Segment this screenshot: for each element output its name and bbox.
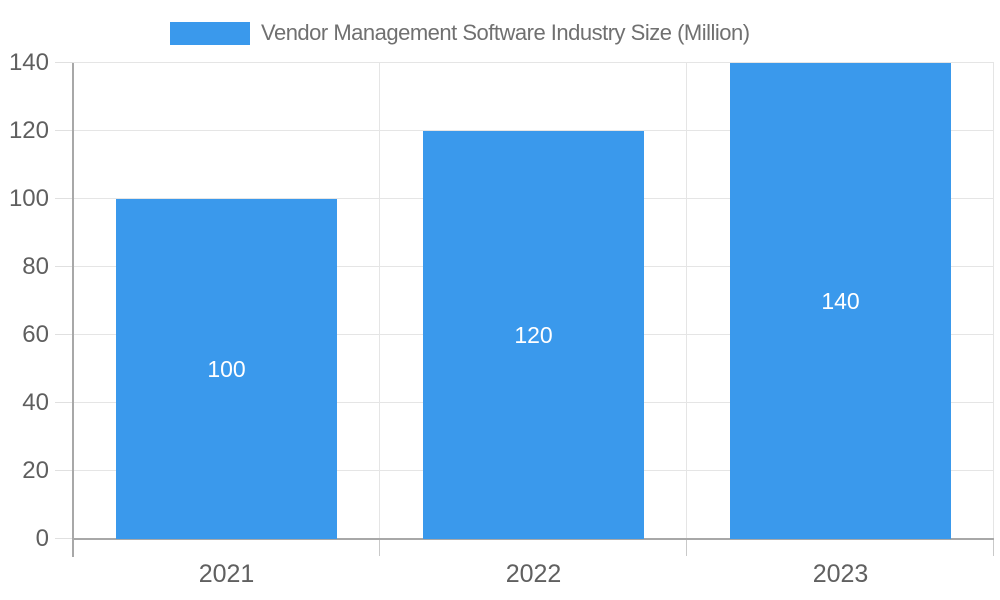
y-axis-tick [55,402,73,403]
y-axis-tick [55,470,73,471]
bar-value-label: 100 [116,355,337,383]
y-axis-tick [55,334,73,335]
x-axis-tick [379,540,380,556]
y-axis-tick-label: 0 [0,525,49,553]
bar-value-label: 140 [730,287,951,315]
y-axis-tick [55,538,73,539]
y-axis-tick-label: 120 [0,117,49,145]
x-gridline [993,63,994,539]
y-axis-tick [55,198,73,199]
x-axis-tick [993,540,994,556]
x-axis-tick [686,540,687,556]
y-axis-line [72,63,74,557]
y-axis-tick-label: 40 [0,389,49,417]
y-axis-tick-label: 20 [0,457,49,485]
x-axis-tick-label: 2021 [73,559,380,589]
y-axis-tick [55,130,73,131]
y-axis-tick-label: 60 [0,321,49,349]
y-axis-tick-label: 100 [0,185,49,213]
bar-chart: Vendor Management Software Industry Size… [0,0,1000,600]
x-gridline [686,63,687,539]
y-axis-tick [55,266,73,267]
x-axis-tick-label: 2022 [380,559,687,589]
plot-area: 0 20 40 60 80 100 120 140 100 2021 120 2022 140 2023 [0,0,1000,600]
bar-value-label: 120 [423,321,644,349]
x-axis-tick-label: 2023 [687,559,994,589]
y-axis-tick-label: 140 [0,49,49,77]
x-gridline [379,63,380,539]
y-axis-tick-label: 80 [0,253,49,281]
y-axis-tick [55,62,73,63]
